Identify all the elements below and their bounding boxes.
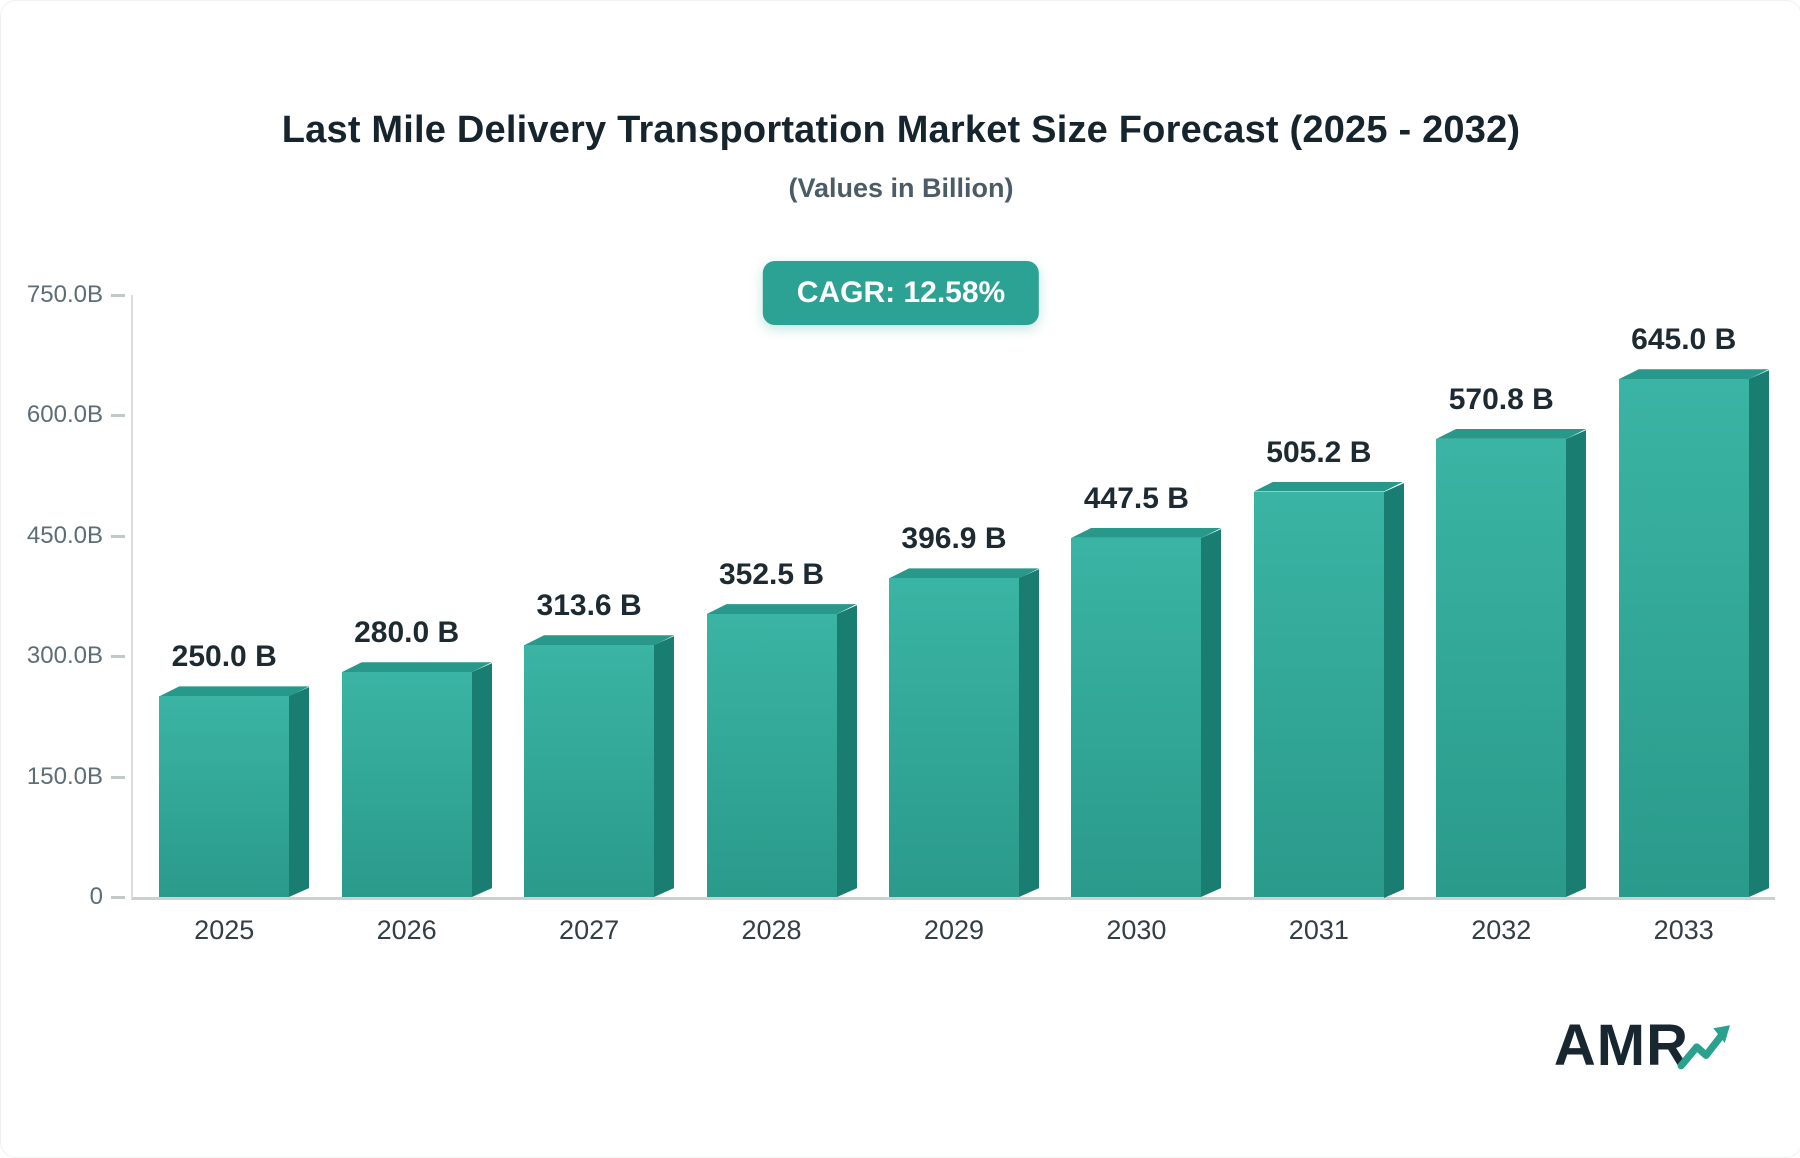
amr-logo-text: AMR: [1553, 1013, 1689, 1078]
bar-side: [471, 663, 492, 897]
y-tick-label: 150.0B: [26, 762, 103, 790]
bar-group-2030: 447.5 B 2030: [1045, 295, 1227, 945]
bar-face: [159, 696, 290, 897]
bar-side: [1383, 482, 1404, 897]
bar-2025: [159, 696, 310, 897]
y-tick-label: 600.0B: [26, 401, 103, 429]
bar-group-2028: 352.5 B 2028: [680, 295, 862, 945]
x-axis-label-2030: 2030: [1106, 915, 1167, 945]
y-tick-mark: [111, 896, 125, 899]
x-axis-label-2027: 2027: [559, 915, 620, 945]
bar-group-2026: 280.0 B 2026: [315, 295, 497, 945]
bar-value-label: 352.5 B: [718, 558, 825, 592]
y-tick-label: 750.0B: [26, 281, 103, 308]
bar-value-label: 313.6 B: [536, 589, 642, 623]
x-axis-label-2026: 2026: [376, 915, 437, 945]
bar-top: [1619, 369, 1769, 379]
bar-side: [1201, 528, 1222, 897]
bar-top: [159, 686, 309, 696]
x-axis-label-2031: 2031: [1288, 915, 1349, 945]
bar-side: [654, 636, 675, 897]
bar-face: [1436, 438, 1567, 897]
y-tick-label: 0: [89, 883, 103, 910]
bar-side: [1018, 569, 1039, 897]
bar-face: [706, 614, 837, 897]
x-axis-label-2028: 2028: [741, 915, 802, 945]
bar-2026: [341, 672, 492, 897]
y-tick-label: 300.0B: [26, 642, 103, 670]
bar-top: [342, 662, 492, 672]
y-tick-mark: [111, 414, 125, 418]
bar-group-2029: 396.9 B 2029: [863, 295, 1045, 945]
bar-2027: [524, 645, 675, 897]
bar-value-label: 447.5 B: [1083, 481, 1189, 515]
bar-face: [1618, 379, 1749, 897]
bars-container: 250.0 B 2025 280.0 B 2026 313.6 B 2027 352.5 B…: [133, 295, 1775, 945]
bar-2029: [888, 578, 1039, 897]
y-tick-mark: [111, 294, 125, 297]
bar-side: [836, 605, 857, 897]
amr-logo-arrow-icon: [1677, 1025, 1730, 1070]
bar-group-2033: 645.0 B 2033: [1593, 295, 1775, 945]
bar-side: [1748, 370, 1769, 897]
bar-value-label: 645.0 B: [1631, 323, 1737, 357]
bar-group-2027: 313.6 B 2027: [498, 295, 680, 945]
bar-top: [889, 568, 1039, 578]
bar-face: [341, 672, 472, 897]
bar-value-label: 250.0 B: [171, 640, 277, 674]
bar-2031: [1253, 491, 1404, 897]
bar-2033: [1618, 379, 1769, 897]
bar-side: [289, 687, 310, 897]
bar-top: [1071, 528, 1221, 538]
x-axis-label-2032: 2032: [1471, 915, 1532, 945]
x-axis-label-2029: 2029: [923, 915, 984, 945]
bar-top: [1436, 429, 1586, 439]
bar-top: [524, 635, 674, 645]
bar-group-2025: 250.0 B 2025: [133, 295, 315, 945]
x-axis-label-2025: 2025: [194, 915, 255, 945]
bar-group-2032: 570.8 B 2032: [1410, 295, 1592, 945]
bar-value-label: 505.2 B: [1266, 435, 1372, 469]
bar-face: [1253, 491, 1384, 897]
x-axis-label-2033: 2033: [1653, 915, 1714, 945]
bar-value-label: 570.8 B: [1448, 382, 1554, 416]
y-tick-label: 450.0B: [26, 521, 103, 549]
bar-2032: [1436, 438, 1587, 897]
bar-group-2031: 505.2 B 2031: [1228, 295, 1410, 945]
y-tick-mark: [111, 534, 125, 538]
bar-value-label: 396.9 B: [901, 522, 1007, 556]
bar-top: [707, 604, 857, 614]
y-tick-mark: [111, 655, 125, 659]
bar-2030: [1071, 537, 1222, 897]
bar-face: [888, 578, 1019, 897]
amr-logo: AMR: [1554, 1012, 1731, 1079]
cagr-badge: CAGR: 12.58%: [762, 261, 1040, 325]
chart-title: Last Mile Delivery Transportation Market…: [281, 109, 1521, 151]
bar-top: [1254, 482, 1404, 492]
bar-side: [1566, 429, 1587, 897]
chart-subtitle: (Values in Billion): [788, 173, 1014, 203]
cagr-badge-label: CAGR: 12.58%: [796, 276, 1006, 309]
bar-2028: [706, 614, 857, 897]
bar-face: [524, 645, 655, 897]
bar-face: [1071, 537, 1202, 897]
y-tick-mark: [111, 775, 125, 779]
bar-value-label: 280.0 B: [354, 616, 460, 650]
